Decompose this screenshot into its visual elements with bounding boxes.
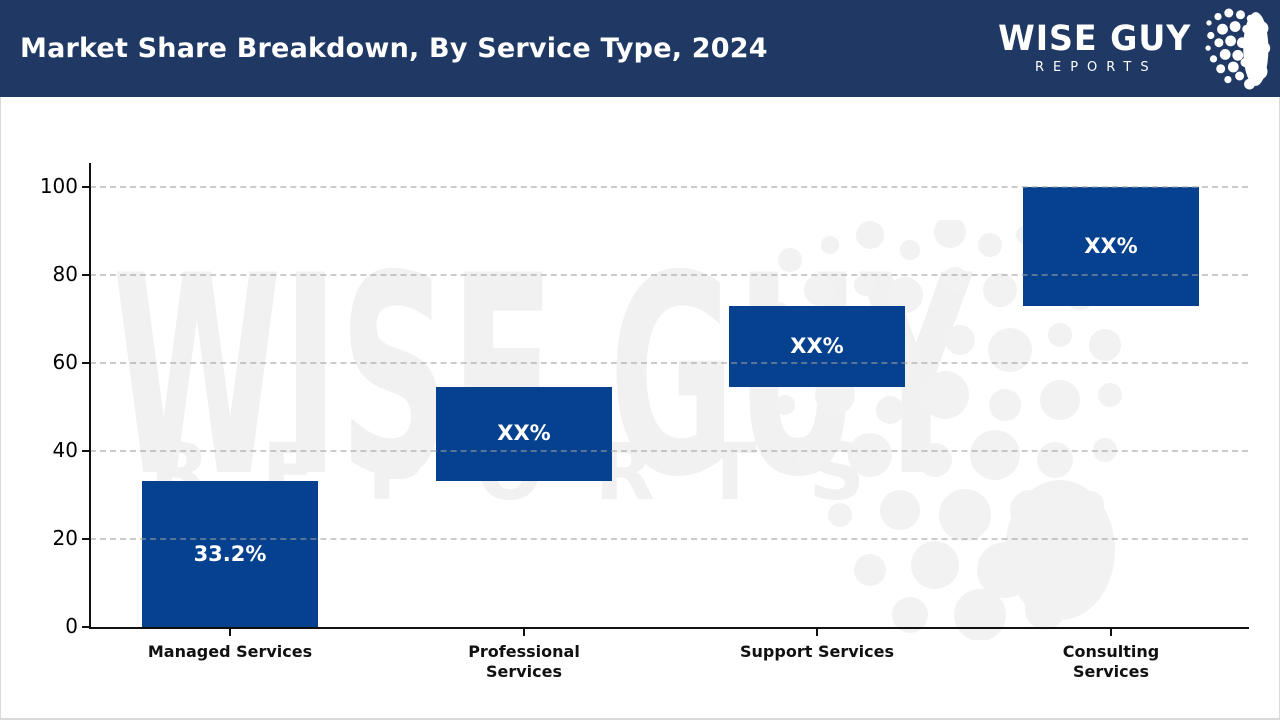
header-bar: Market Share Breakdown, By Service Type,… (0, 0, 1280, 97)
x-tick (229, 629, 231, 636)
x-category-line: Professional (468, 642, 580, 661)
x-category-label-managed-services: Managed Services (120, 642, 340, 662)
brand-logo: WISE GUY REPORTS (993, 0, 1272, 97)
chart-title: Market Share Breakdown, By Service Type,… (20, 33, 768, 64)
brand-logo-text: WISE GUY REPORTS (993, 19, 1196, 76)
y-tick (82, 626, 90, 628)
gridline (90, 274, 1248, 276)
x-category-label-consulting-services: Consulting Services (1001, 642, 1221, 682)
x-category-line: Consulting (1062, 642, 1160, 661)
y-tick-label: 80 (52, 262, 78, 286)
y-tick (82, 274, 90, 276)
bar-support-services (729, 305, 905, 388)
bar-managed-services (142, 480, 318, 627)
y-tick (82, 538, 90, 540)
y-tick (82, 450, 90, 452)
x-category-label-professional-services: Professional Services (414, 642, 634, 682)
y-tick-label: 60 (52, 350, 78, 374)
y-tick (82, 362, 90, 364)
brand-subtitle: REPORTS (1034, 60, 1158, 75)
y-tick-label: 0 (65, 614, 78, 638)
y-tick-label: 40 (52, 438, 78, 462)
x-category-line: Services (485, 662, 563, 681)
x-category-line: Managed Services (147, 642, 313, 661)
brand-name: WISE GUY (997, 19, 1191, 59)
y-tick-label: 100 (39, 174, 78, 198)
gridline (90, 186, 1248, 188)
x-tick (1110, 629, 1112, 636)
bar-value-label: XX% (497, 421, 551, 446)
gridline (90, 362, 1248, 364)
bar-professional-services (436, 387, 612, 481)
x-tick (816, 629, 818, 636)
bar-consulting-services (1023, 187, 1199, 306)
y-axis-line (89, 163, 91, 629)
logo-head-icon (1205, 8, 1271, 89)
x-category-line: Support Services (740, 642, 894, 661)
x-axis-line (89, 627, 1249, 629)
x-category-label-support-services: Support Services (707, 642, 927, 662)
y-tick (82, 186, 90, 188)
x-category-line: Services (1072, 662, 1150, 681)
y-tick-label: 20 (52, 526, 78, 550)
watermark-head-dots-icon (772, 220, 1127, 640)
bar-value-label: XX% (790, 333, 844, 358)
chart-area: WISE GUY REPORTS 02040608010033.2%XX%XX%… (0, 97, 1280, 720)
x-tick (523, 629, 525, 636)
bar-value-label: XX% (1084, 234, 1138, 258)
bar-value-label: 33.2% (193, 541, 267, 566)
gridline (90, 538, 1248, 540)
gridline (90, 450, 1248, 452)
